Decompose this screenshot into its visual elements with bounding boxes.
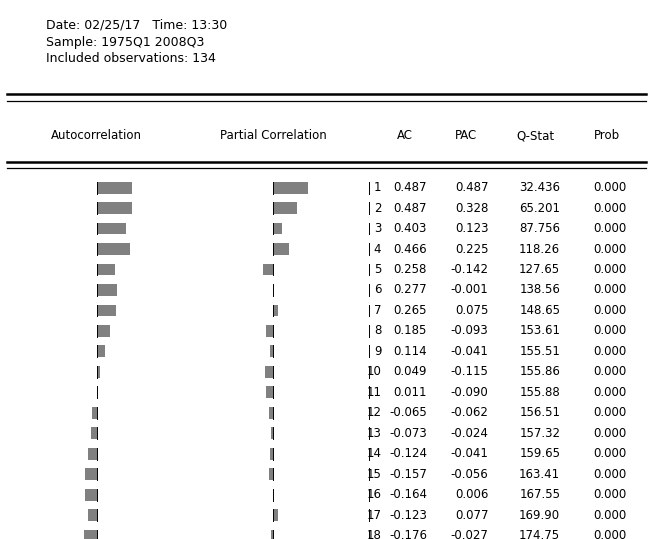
Text: 0.000: 0.000 xyxy=(594,488,627,501)
Text: 157.32: 157.32 xyxy=(519,427,560,440)
Text: 0.000: 0.000 xyxy=(594,447,627,460)
Text: -0.056: -0.056 xyxy=(451,468,488,481)
Text: 11: 11 xyxy=(366,386,381,399)
Text: 0.185: 0.185 xyxy=(394,324,427,337)
Text: 32.436: 32.436 xyxy=(519,181,560,194)
Text: 167.55: 167.55 xyxy=(519,488,560,501)
Text: -0.041: -0.041 xyxy=(451,345,488,358)
Text: 15: 15 xyxy=(366,468,381,481)
Text: 155.51: 155.51 xyxy=(519,345,560,358)
Text: 0.487: 0.487 xyxy=(394,181,427,194)
Text: -0.123: -0.123 xyxy=(389,509,427,522)
Text: AC: AC xyxy=(397,129,413,142)
Text: 10: 10 xyxy=(366,365,381,378)
Text: -0.157: -0.157 xyxy=(389,468,427,481)
Text: 13: 13 xyxy=(366,427,381,440)
Text: 7: 7 xyxy=(374,304,381,317)
Text: 155.88: 155.88 xyxy=(520,386,560,399)
Text: 148.65: 148.65 xyxy=(519,304,560,317)
Text: 155.86: 155.86 xyxy=(519,365,560,378)
Text: 0.258: 0.258 xyxy=(394,263,427,276)
Text: 174.75: 174.75 xyxy=(519,529,560,539)
Text: 8: 8 xyxy=(374,324,381,337)
Text: -0.164: -0.164 xyxy=(389,488,427,501)
Text: 5: 5 xyxy=(374,263,381,276)
Text: 0.011: 0.011 xyxy=(394,386,427,399)
Text: 0.000: 0.000 xyxy=(594,345,627,358)
Text: -0.124: -0.124 xyxy=(389,447,427,460)
Text: PAC: PAC xyxy=(455,129,477,142)
Text: 6: 6 xyxy=(374,284,381,296)
Text: -0.142: -0.142 xyxy=(451,263,488,276)
Text: 1: 1 xyxy=(374,181,381,194)
Text: -0.093: -0.093 xyxy=(451,324,488,337)
Text: Included observations: 134: Included observations: 134 xyxy=(46,52,215,66)
Text: 2: 2 xyxy=(374,202,381,215)
Text: 65.201: 65.201 xyxy=(519,202,560,215)
Text: -0.027: -0.027 xyxy=(451,529,488,539)
Text: 87.756: 87.756 xyxy=(519,222,560,235)
Text: 0.000: 0.000 xyxy=(594,406,627,419)
Text: 156.51: 156.51 xyxy=(519,406,560,419)
Text: 0.277: 0.277 xyxy=(394,284,427,296)
Text: 14: 14 xyxy=(366,447,381,460)
Text: 0.000: 0.000 xyxy=(594,427,627,440)
Text: 0.000: 0.000 xyxy=(594,509,627,522)
Text: 4: 4 xyxy=(374,243,381,255)
Text: 0.265: 0.265 xyxy=(394,304,427,317)
Text: 17: 17 xyxy=(366,509,381,522)
Text: 0.000: 0.000 xyxy=(594,222,627,235)
Text: 0.328: 0.328 xyxy=(455,202,488,215)
Text: Sample: 1975Q1 2008Q3: Sample: 1975Q1 2008Q3 xyxy=(46,36,204,49)
Text: 0.049: 0.049 xyxy=(394,365,427,378)
Text: 0.000: 0.000 xyxy=(594,468,627,481)
Text: 0.000: 0.000 xyxy=(594,263,627,276)
Text: Prob: Prob xyxy=(594,129,620,142)
Text: 0.466: 0.466 xyxy=(394,243,427,255)
Text: Partial Correlation: Partial Correlation xyxy=(219,129,326,142)
Text: Date: 02/25/17   Time: 13:30: Date: 02/25/17 Time: 13:30 xyxy=(46,19,227,32)
Text: 0.000: 0.000 xyxy=(594,529,627,539)
Text: 138.56: 138.56 xyxy=(519,284,560,296)
Text: 159.65: 159.65 xyxy=(519,447,560,460)
Text: -0.024: -0.024 xyxy=(451,427,488,440)
Text: 153.61: 153.61 xyxy=(519,324,560,337)
Text: 9: 9 xyxy=(374,345,381,358)
Text: -0.041: -0.041 xyxy=(451,447,488,460)
Text: Q-Stat: Q-Stat xyxy=(517,129,554,142)
Text: -0.065: -0.065 xyxy=(389,406,427,419)
Text: 0.000: 0.000 xyxy=(594,324,627,337)
Text: 0.000: 0.000 xyxy=(594,243,627,255)
Text: 0.487: 0.487 xyxy=(455,181,488,194)
Text: -0.115: -0.115 xyxy=(451,365,488,378)
Text: 0.000: 0.000 xyxy=(594,365,627,378)
Text: -0.073: -0.073 xyxy=(389,427,427,440)
Text: 127.65: 127.65 xyxy=(519,263,560,276)
Text: 0.123: 0.123 xyxy=(455,222,488,235)
Text: 16: 16 xyxy=(366,488,381,501)
Text: 3: 3 xyxy=(374,222,381,235)
Text: 118.26: 118.26 xyxy=(519,243,560,255)
Text: -0.062: -0.062 xyxy=(451,406,488,419)
Text: 0.006: 0.006 xyxy=(455,488,488,501)
Text: 12: 12 xyxy=(366,406,381,419)
Text: -0.176: -0.176 xyxy=(389,529,427,539)
Text: -0.001: -0.001 xyxy=(451,284,488,296)
Text: 169.90: 169.90 xyxy=(519,509,560,522)
Text: 0.075: 0.075 xyxy=(455,304,488,317)
Text: -0.090: -0.090 xyxy=(451,386,488,399)
Text: 0.077: 0.077 xyxy=(455,509,488,522)
Text: 0.000: 0.000 xyxy=(594,284,627,296)
Text: 0.000: 0.000 xyxy=(594,386,627,399)
Text: 163.41: 163.41 xyxy=(519,468,560,481)
Text: 0.000: 0.000 xyxy=(594,304,627,317)
Text: Autocorrelation: Autocorrelation xyxy=(51,129,142,142)
Text: 0.225: 0.225 xyxy=(455,243,488,255)
Text: 18: 18 xyxy=(366,529,381,539)
Text: 0.487: 0.487 xyxy=(394,202,427,215)
Text: 0.114: 0.114 xyxy=(394,345,427,358)
Text: 0.000: 0.000 xyxy=(594,181,627,194)
Text: 0.403: 0.403 xyxy=(394,222,427,235)
Text: 0.000: 0.000 xyxy=(594,202,627,215)
